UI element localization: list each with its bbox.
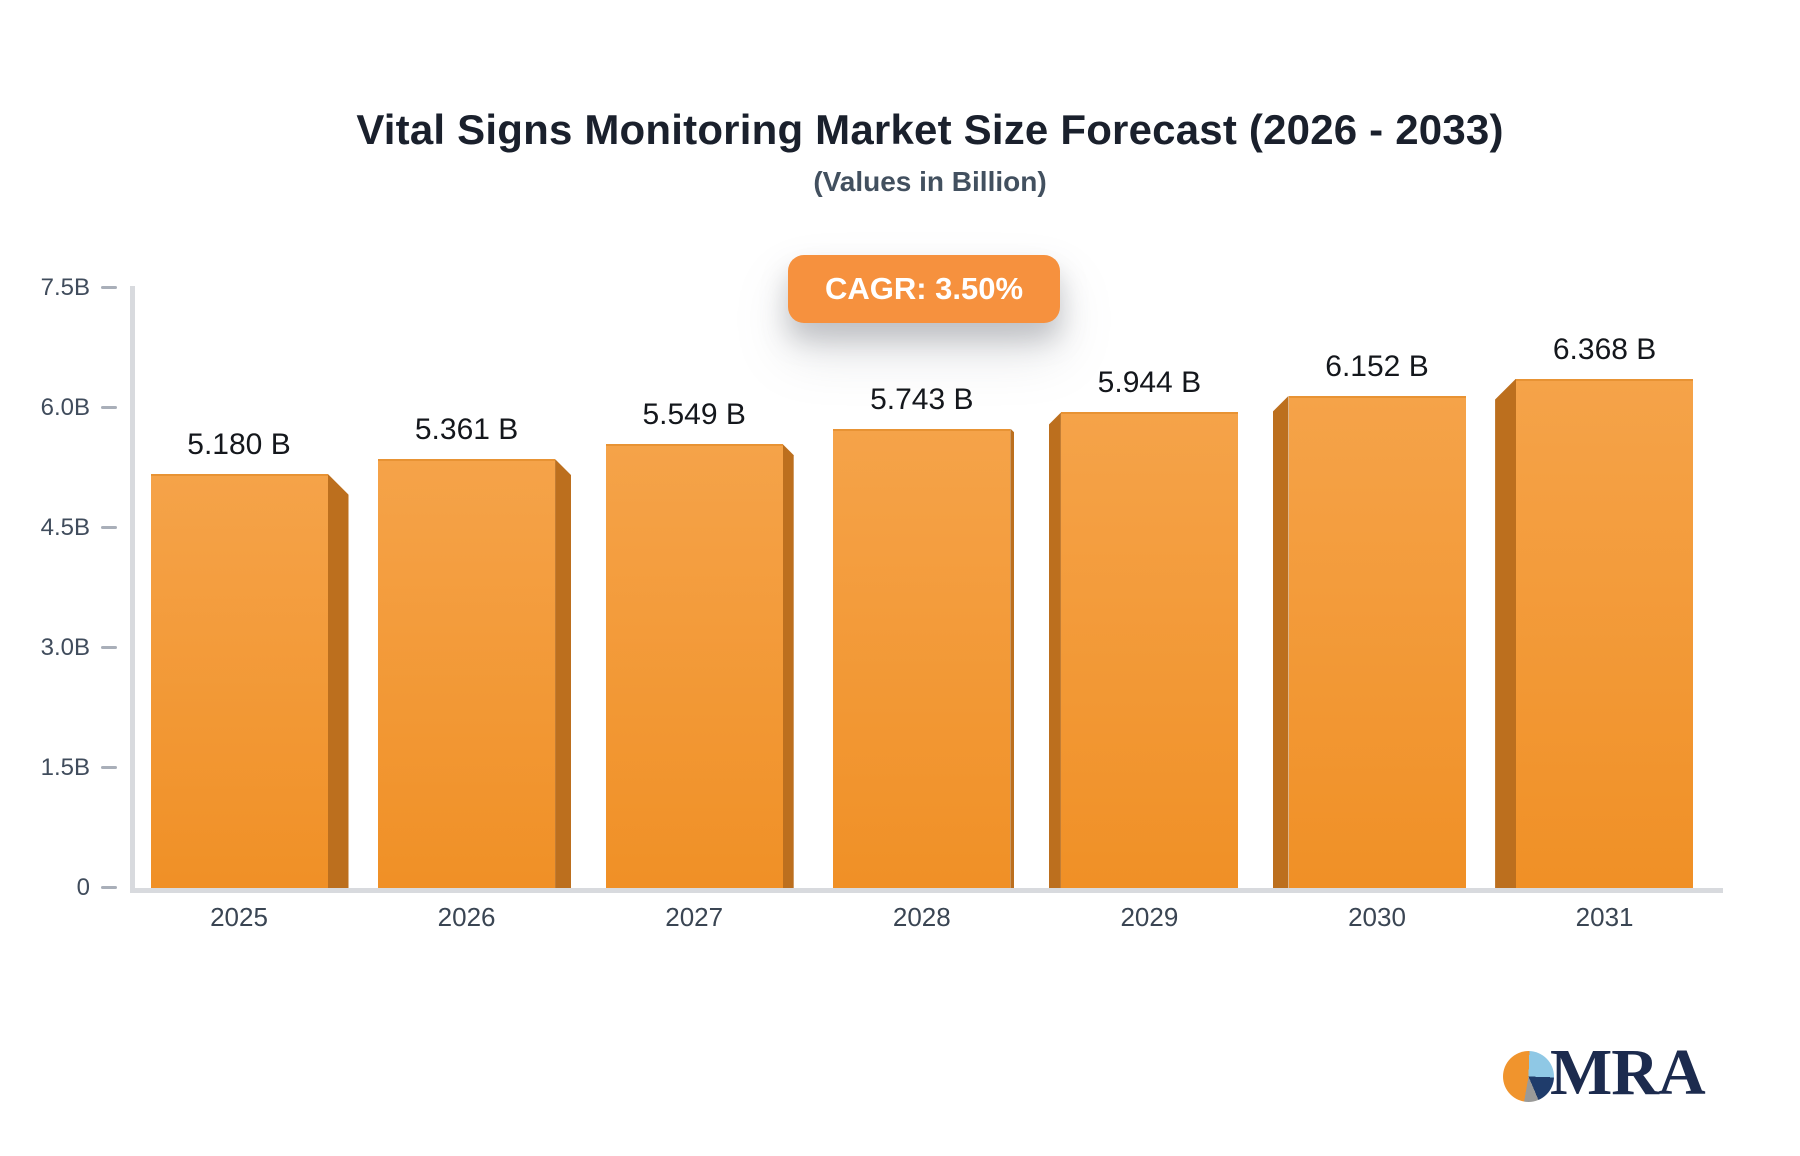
- bar-side-2025: [327, 473, 349, 888]
- y-tick-label: 0: [76, 874, 90, 901]
- bar-value-label: 5.743 B: [870, 382, 974, 416]
- bar-2025: [150, 473, 328, 888]
- bar-2029: [1060, 412, 1238, 888]
- y-tick-label: 3.0B: [40, 634, 90, 661]
- bar-side-2026: [555, 459, 572, 888]
- brand-logo-text: MRA: [1550, 1036, 1706, 1109]
- x-axis-label-2027: 2027: [665, 902, 724, 932]
- bar-value-label: 6.368 B: [1552, 332, 1657, 366]
- x-axis-baseline: [130, 888, 1723, 893]
- pie-chart-logo-icon: [1503, 1050, 1554, 1102]
- y-tick-dash: [101, 646, 117, 649]
- bar-value-label: 5.361 B: [414, 413, 519, 447]
- brand-logo: MRA: [1503, 1032, 1706, 1109]
- bar-2028: [833, 428, 1011, 888]
- y-tick-dash: [101, 766, 117, 769]
- x-axis-label-2028: 2028: [892, 902, 951, 932]
- chart-subtitle: (Values in Billion): [813, 166, 1047, 197]
- bar-side-2029: [1048, 412, 1061, 888]
- cagr-badge: CAGR: 3.50%: [788, 255, 1060, 323]
- cagr-badge-label: CAGR: 3.50%: [824, 271, 1024, 306]
- bar-side-2031: [1495, 378, 1517, 888]
- y-tick-dash: [101, 526, 117, 529]
- bar-2026: [378, 459, 556, 888]
- y-tick-label: 7.5B: [40, 274, 90, 301]
- x-axis-label-2025: 2025: [210, 902, 268, 932]
- bar-2030: [1288, 395, 1466, 888]
- y-tick-label: 1.5B: [40, 754, 90, 781]
- bar-2027: [605, 444, 783, 888]
- bar-2031: [1516, 378, 1694, 888]
- chart-title: Vital Signs Monitoring Market Size Forec…: [356, 106, 1504, 153]
- bar-side-2030: [1272, 395, 1289, 888]
- y-tick-dash: [101, 406, 117, 409]
- bar-side-2027: [782, 444, 794, 888]
- x-axis-label-2026: 2026: [437, 902, 496, 932]
- y-tick-dash: [101, 286, 117, 289]
- x-axis-label-2031: 2031: [1575, 902, 1634, 932]
- x-axis-label-2029: 2029: [1120, 902, 1179, 932]
- y-axis-line: [130, 286, 135, 893]
- y-tick-label: 4.5B: [40, 514, 90, 541]
- y-tick-dash: [101, 886, 117, 889]
- y-tick-label: 6.0B: [40, 394, 90, 421]
- bar-value-label: 6.152 B: [1325, 349, 1429, 383]
- x-axis-label-2030: 2030: [1348, 902, 1406, 932]
- bar-value-label: 5.180 B: [187, 427, 291, 461]
- bar-value-label: 5.549 B: [642, 398, 746, 432]
- bar-value-label: 5.944 B: [1097, 366, 1202, 400]
- bar-side-2028: [1010, 428, 1015, 888]
